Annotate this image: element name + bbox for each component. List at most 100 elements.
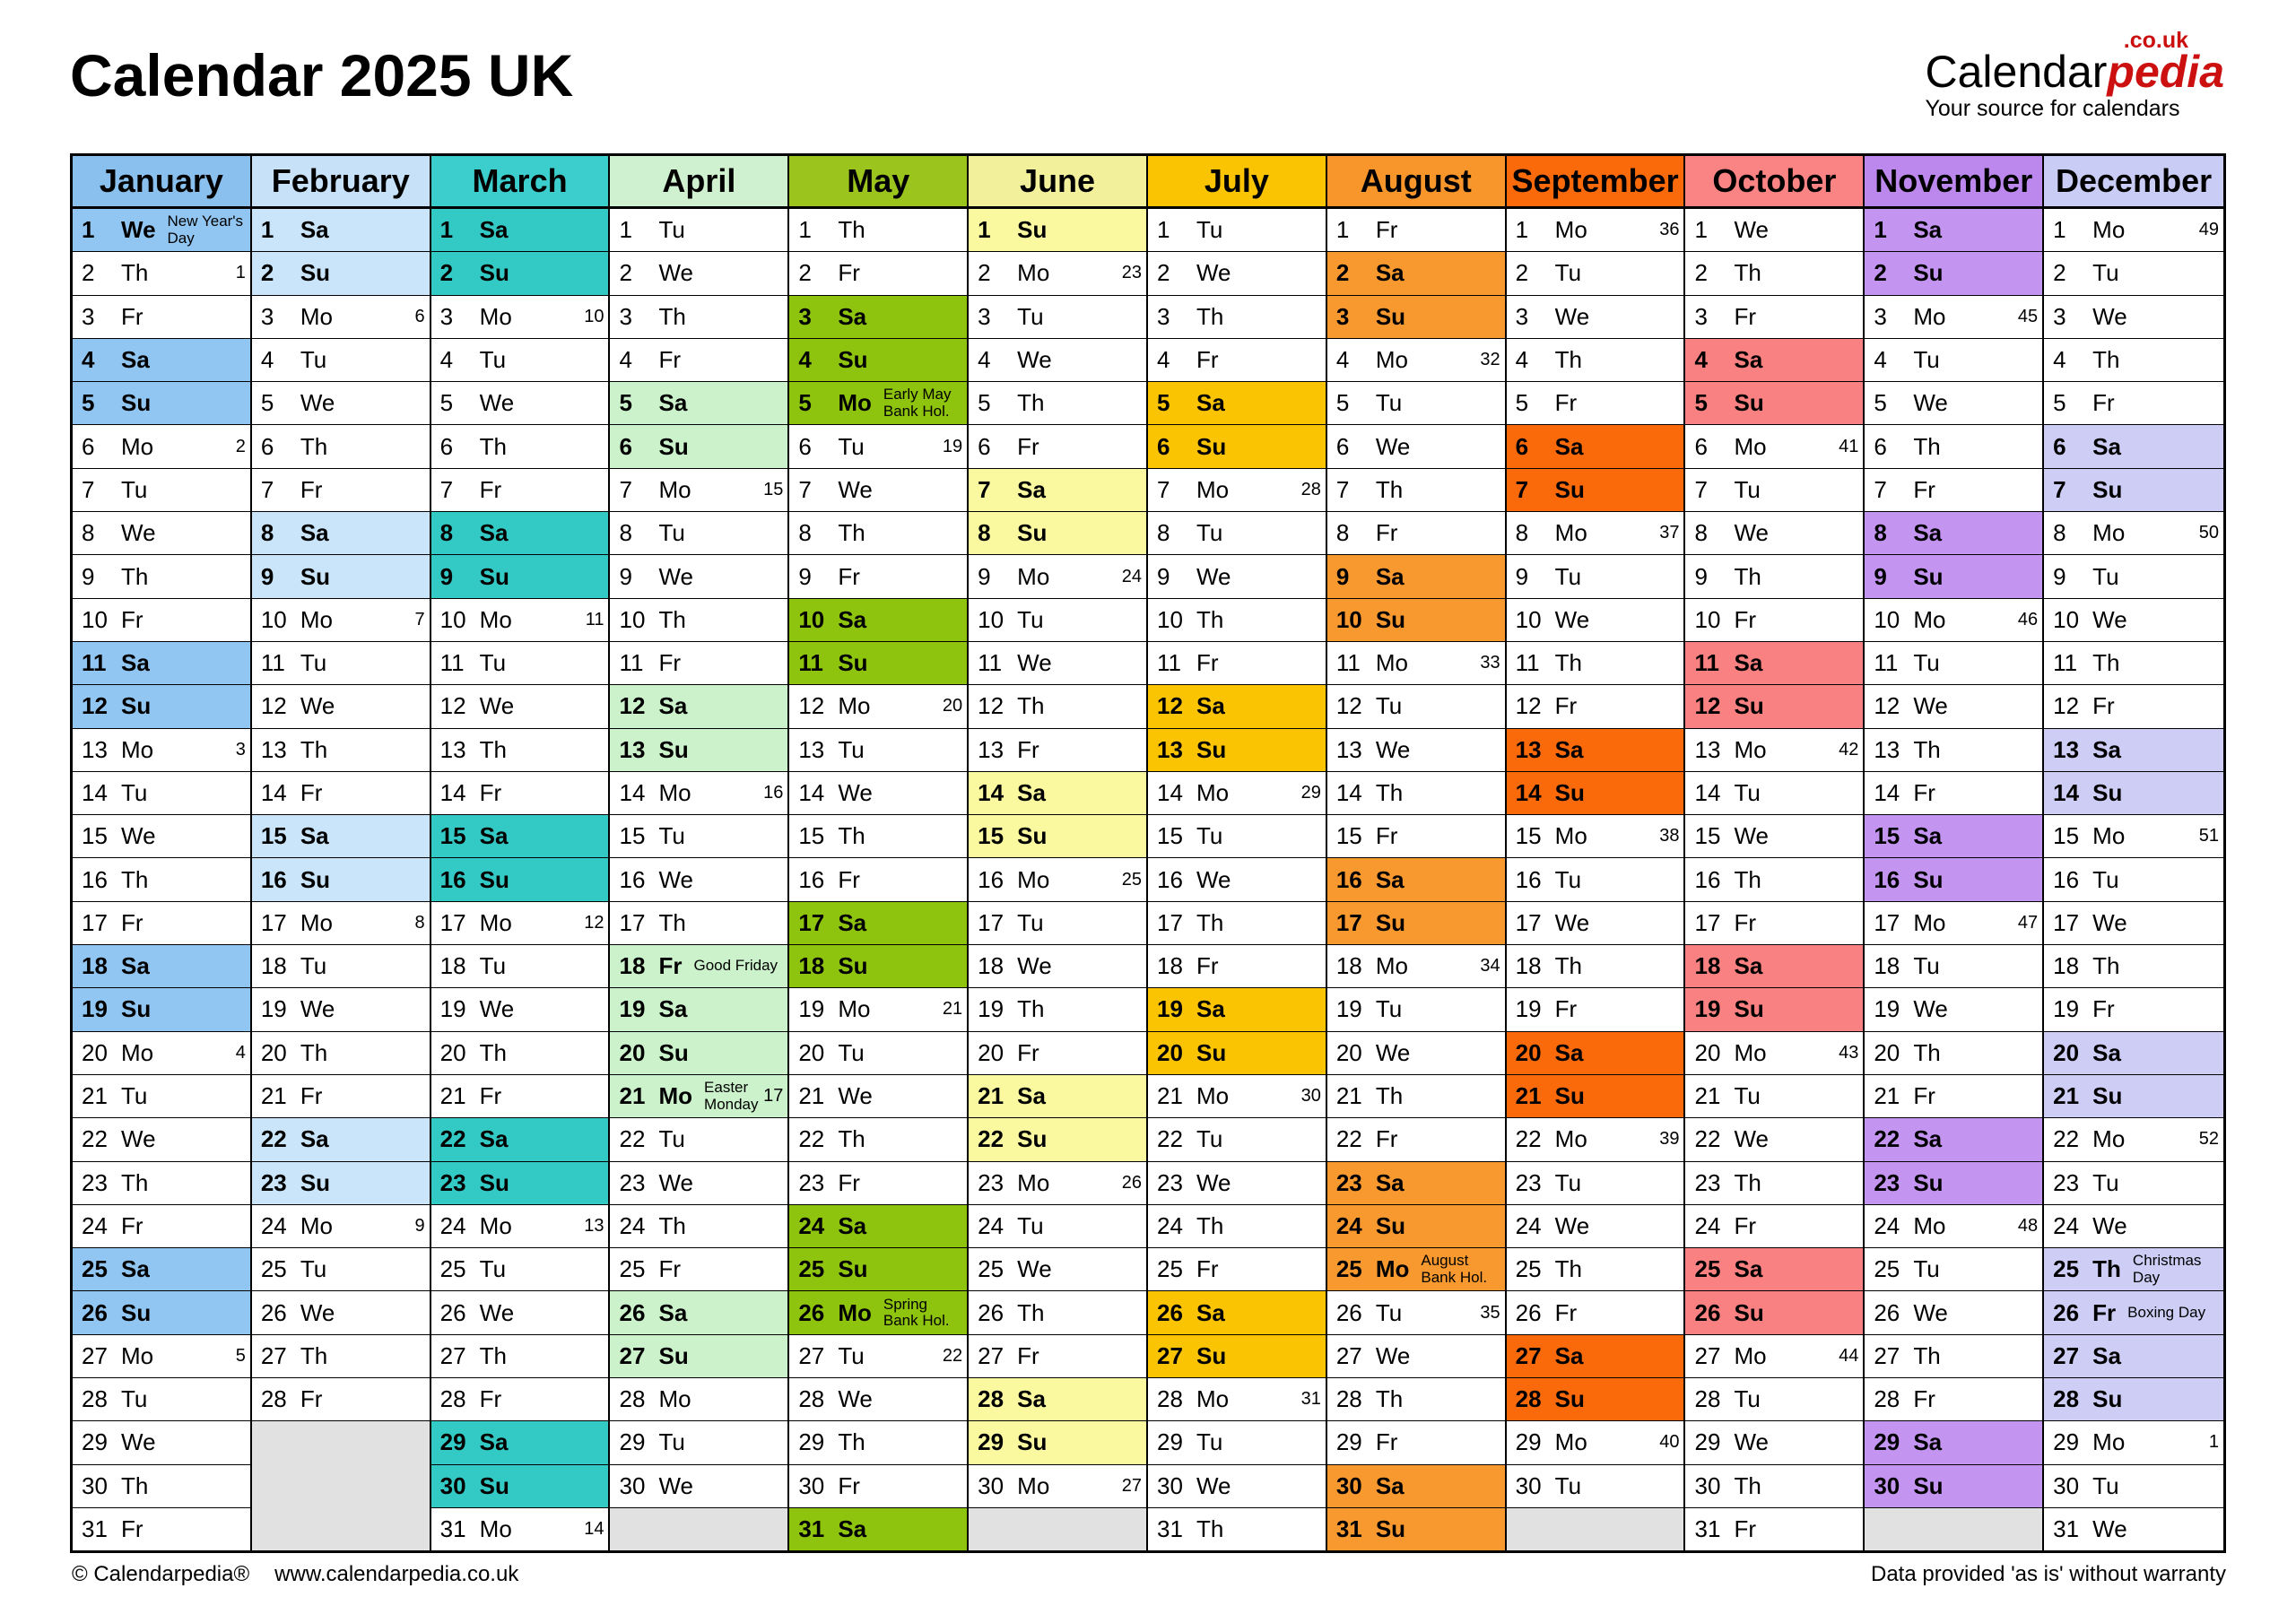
week-number: 30 — [1300, 1086, 1321, 1107]
day-number: 2 — [439, 259, 454, 287]
day-number: 4 — [82, 346, 95, 374]
day-number: 11 — [1874, 649, 1899, 677]
weekday-abbrev: Sa — [1017, 1082, 1046, 1110]
day-number: 16 — [798, 865, 825, 893]
weekday-abbrev: Fr — [1375, 519, 1398, 547]
weekday-abbrev: Fr — [1554, 995, 1578, 1023]
calendarpedia-logo[interactable]: .co.uk Calendarpedia Your source for cal… — [1926, 30, 2225, 122]
day-cell-june-27: 27 Fr — [969, 1333, 1146, 1378]
weekday-abbrev: Sa — [1734, 1255, 1763, 1283]
weekday-abbrev: Tu — [1017, 908, 1044, 936]
day-cell-december-7: 7 Su — [2044, 467, 2223, 512]
day-number: 10 — [439, 605, 466, 633]
day-number: 4 — [1515, 346, 1529, 374]
weekday-abbrev: Sa — [1375, 1168, 1405, 1196]
weekday-abbrev: We — [1017, 649, 1052, 677]
footer-disclaimer: Data provided 'as is' without warranty — [1870, 1562, 2226, 1586]
weekday-abbrev: Su — [838, 1255, 868, 1283]
week-number: 37 — [1659, 523, 1680, 543]
weekday-abbrev: Sa — [121, 952, 150, 980]
day-cell-march-31: 31 Mo 14 — [430, 1506, 609, 1551]
weekday-abbrev: Sa — [658, 692, 688, 720]
weekday-abbrev: Tu — [1375, 692, 1403, 720]
day-cell-october-18: 18 Sa — [1685, 944, 1864, 988]
weekday-abbrev: Tu — [121, 475, 148, 503]
day-cell-april-15: 15 Tu — [610, 814, 788, 858]
weekday-abbrev: Th — [838, 822, 865, 850]
day-cell-october-24: 24 Fr — [1685, 1203, 1864, 1248]
weekday-abbrev: We — [1913, 389, 1948, 417]
weekday-abbrev: Tu — [1554, 865, 1582, 893]
weekday-abbrev: Mo — [1734, 1038, 1767, 1066]
weekday-abbrev: Mo — [121, 1341, 154, 1369]
day-cell-august-28: 28 Th — [1326, 1377, 1505, 1421]
day-number: 23 — [2053, 1168, 2080, 1196]
weekday-abbrev: Fr — [1017, 1038, 1039, 1066]
empty-cell-september-31 — [1506, 1506, 1684, 1551]
weekday-abbrev: Th — [121, 1168, 149, 1196]
day-number: 2 — [1694, 259, 1708, 287]
day-cell-october-3: 3 Fr — [1685, 294, 1864, 338]
day-number: 6 — [978, 432, 991, 460]
weekday-abbrev: Tu — [1554, 1168, 1582, 1196]
day-cell-november-28: 28 Fr — [1865, 1377, 2043, 1421]
weekday-abbrev: Tu — [2092, 259, 2119, 287]
weekday-abbrev: Sa — [1375, 259, 1405, 287]
day-cell-september-10: 10 We — [1506, 597, 1684, 641]
weekday-abbrev: Tu — [300, 1255, 327, 1283]
week-number: 43 — [1839, 1042, 1859, 1063]
day-cell-december-29: 29 Mo 1 — [2044, 1420, 2223, 1464]
weekday-abbrev: Tu — [1196, 216, 1223, 244]
footer-url-link[interactable]: www.calendarpedia.co.uk — [274, 1562, 519, 1586]
week-number: 45 — [2017, 306, 2039, 326]
day-cell-february-20: 20 Th — [251, 1030, 430, 1074]
day-number: 1 — [1694, 216, 1708, 244]
day-cell-december-10: 10 We — [2044, 597, 2223, 641]
day-cell-march-4: 4 Tu — [430, 337, 609, 382]
weekday-abbrev: Sa — [300, 822, 329, 850]
weekday-abbrev: Fr — [121, 908, 144, 936]
day-number: 28 — [439, 1385, 466, 1413]
weekday-abbrev: Mo — [300, 908, 333, 936]
day-number: 10 — [619, 605, 646, 633]
week-number: 28 — [1300, 479, 1321, 499]
day-cell-december-2: 2 Tu — [2044, 251, 2223, 295]
week-number: 22 — [942, 1345, 963, 1366]
weekday-abbrev: Fr — [1375, 1428, 1398, 1456]
day-cell-october-25: 25 Sa — [1685, 1247, 1864, 1291]
weekday-abbrev: Su — [1017, 519, 1048, 547]
day-cell-february-13: 13 Th — [251, 727, 430, 771]
day-number: 23 — [1694, 1168, 1721, 1196]
weekday-abbrev: Th — [1196, 302, 1224, 330]
day-number: 21 — [2053, 1082, 2080, 1110]
weekday-abbrev: Sa — [2092, 735, 2121, 763]
day-number: 5 — [2053, 389, 2066, 417]
day-cell-august-9: 9 Sa — [1326, 554, 1505, 598]
day-number: 30 — [82, 1471, 108, 1499]
day-cell-october-30: 30 Th — [1685, 1463, 1864, 1507]
weekday-abbrev: Mo — [1913, 1211, 1946, 1239]
day-cell-december-20: 20 Sa — [2044, 1030, 2223, 1074]
weekday-abbrev: Fr — [658, 952, 683, 980]
day-number: 28 — [619, 1385, 646, 1413]
weekday-abbrev: Fr — [838, 562, 860, 590]
weekday-abbrev: Fr — [2092, 692, 2115, 720]
day-cell-april-7: 7 Mo 15 — [610, 467, 788, 512]
day-number: 15 — [619, 822, 646, 850]
week-number: 39 — [1659, 1129, 1680, 1150]
day-cell-march-19: 19 We — [430, 987, 609, 1031]
weekday-abbrev: Su — [2092, 1385, 2123, 1413]
month-header-february: February — [251, 156, 430, 208]
day-cell-april-2: 2 We — [610, 251, 788, 295]
weekday-abbrev: Su — [1554, 475, 1585, 503]
day-cell-february-6: 6 Th — [251, 424, 430, 468]
day-number: 24 — [1694, 1211, 1721, 1239]
weekday-abbrev: We — [2092, 908, 2127, 936]
weekday-abbrev: Mo — [1554, 1125, 1587, 1153]
weekday-abbrev: Th — [1375, 475, 1404, 503]
day-number: 19 — [1335, 995, 1362, 1023]
day-number: 28 — [82, 1385, 108, 1413]
day-cell-december-31: 31 We — [2044, 1506, 2223, 1551]
day-number: 28 — [2053, 1385, 2080, 1413]
weekday-abbrev: Mo — [2092, 519, 2126, 547]
